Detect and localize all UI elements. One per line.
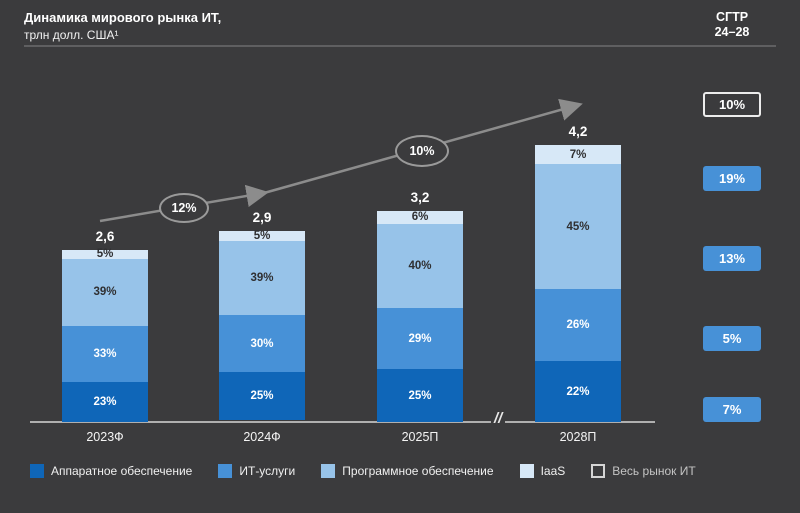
cagr-badge: 19% bbox=[703, 166, 761, 191]
bar-segment: 7% bbox=[535, 145, 621, 165]
bar-segment: 40% bbox=[377, 223, 463, 309]
legend-item: Аппаратное обеспечение bbox=[30, 464, 192, 478]
chart-title-line1: Динамика мирового рынка ИТ, bbox=[24, 10, 222, 25]
cagr-header: СГТР 24–28 bbox=[700, 10, 764, 40]
bar-segment: 45% bbox=[535, 164, 621, 290]
stacked-bar-2028П: 7% 45% 26% 22% bbox=[535, 145, 621, 422]
bar-segment: 33% bbox=[62, 325, 148, 383]
legend-swatch bbox=[218, 464, 233, 478]
legend: Аппаратное обеспечение ИТ-услуги Программн… bbox=[30, 464, 696, 478]
cagr-badge: 7% bbox=[703, 397, 761, 422]
cagr-header-line2: 24–28 bbox=[714, 25, 750, 39]
cagr-badge-total: 10% bbox=[703, 92, 761, 117]
bar-segment: 25% bbox=[219, 372, 305, 421]
bar-segment: 39% bbox=[219, 240, 305, 316]
legend-item: IaaS bbox=[519, 464, 566, 478]
stacked-bar-2024Ф: 5% 39% 30% 25% bbox=[219, 230, 305, 422]
stacked-bar-2023Ф: 5% 39% 33% 23% bbox=[62, 248, 148, 422]
bar-segment: 5% bbox=[219, 230, 305, 242]
bar-segment: 39% bbox=[62, 258, 148, 326]
bar-total-label: 2,9 bbox=[252, 210, 272, 225]
legend-swatch bbox=[30, 464, 44, 478]
legend-item: ИТ-услуги bbox=[218, 464, 295, 478]
legend-swatch bbox=[321, 464, 336, 478]
x-axis-label: 2024Ф bbox=[243, 430, 281, 444]
x-axis-label: 2025П bbox=[401, 430, 439, 444]
x-axis-label: 2023Ф bbox=[86, 430, 124, 444]
cagr-badge: 5% bbox=[703, 326, 761, 351]
bar-total-label: 4,2 bbox=[568, 124, 588, 139]
bar-total-label: 3,2 bbox=[410, 190, 430, 205]
legend-label: ИТ-услуги bbox=[239, 464, 296, 478]
bar-segment: 25% bbox=[377, 369, 463, 422]
x-axis-line bbox=[30, 421, 655, 423]
legend-label: Программное обеспечение bbox=[342, 464, 494, 478]
stacked-bar-2025П: 6% 40% 29% 25% bbox=[377, 211, 463, 422]
legend-label: Весь рынок ИТ bbox=[612, 464, 696, 478]
bar-segment: 26% bbox=[535, 289, 621, 362]
title-divider bbox=[24, 45, 776, 47]
axis-break: // bbox=[491, 410, 506, 427]
legend-item: Весь рынок ИТ bbox=[591, 464, 696, 478]
legend-swatch bbox=[591, 464, 606, 478]
x-axis-label: 2028П bbox=[559, 430, 597, 444]
legend-label: Аппаратное обеспечение bbox=[51, 464, 193, 478]
bar-segment: 30% bbox=[219, 315, 305, 373]
bar-segment: 22% bbox=[535, 361, 621, 422]
bar-segment: 23% bbox=[62, 382, 148, 422]
legend-swatch bbox=[519, 464, 534, 478]
bar-total-label: 2,6 bbox=[95, 229, 115, 244]
legend-item: Программное обеспечение bbox=[321, 464, 494, 478]
cagr-badge: 13% bbox=[703, 246, 761, 271]
chart-title: Динамика мирового рынка ИТ, трлн долл. С… bbox=[24, 10, 221, 42]
growth-annotation-10: 10% bbox=[395, 135, 449, 167]
growth-annotation-12: 12% bbox=[159, 193, 209, 223]
bar-segment: 5% bbox=[62, 248, 148, 260]
cagr-header-line1: СГТР bbox=[715, 10, 749, 24]
bar-segment: 29% bbox=[377, 308, 463, 370]
bar-segment: 6% bbox=[377, 211, 463, 224]
legend-label: IaaS bbox=[540, 464, 566, 478]
chart-subtitle: трлн долл. США¹ bbox=[24, 28, 119, 42]
